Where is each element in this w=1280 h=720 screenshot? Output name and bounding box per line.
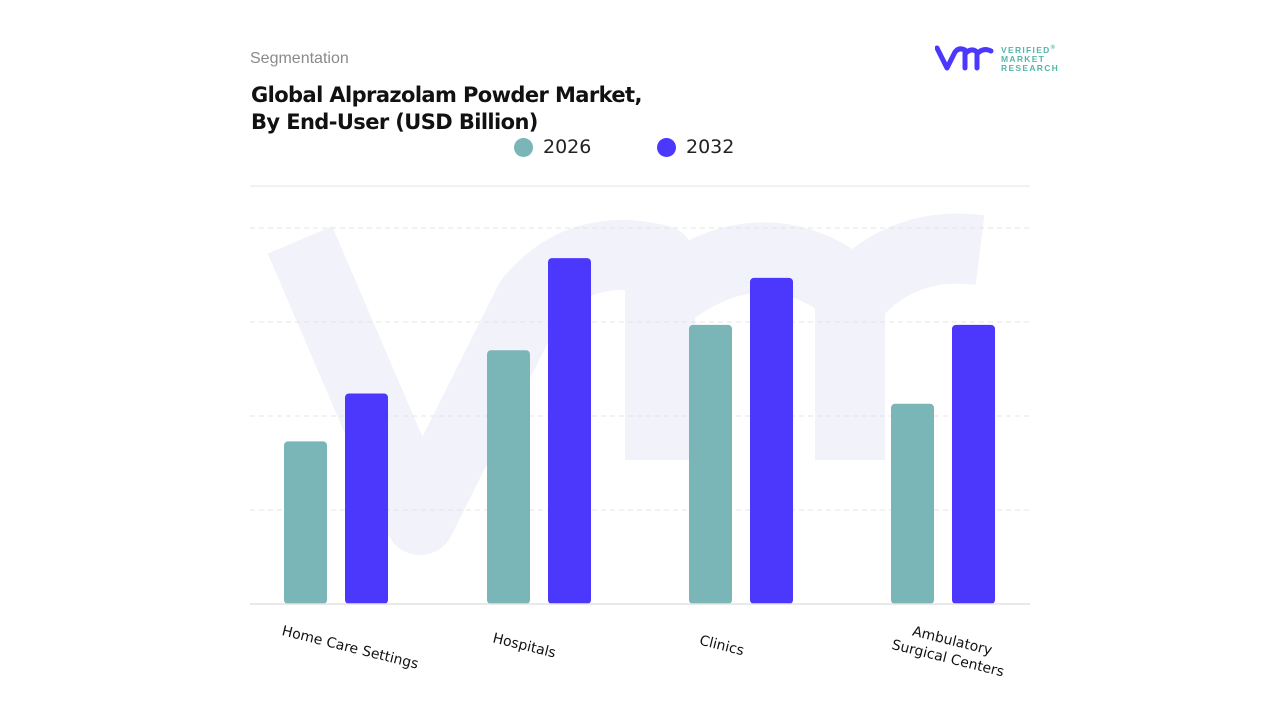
bars xyxy=(284,258,995,604)
segmentation-label: Segmentation xyxy=(250,50,349,67)
logo-line-2: MARKET xyxy=(1001,53,1046,64)
bar-2032-0 xyxy=(345,393,388,604)
title-line-1: Global Alprazolam Powder Market, xyxy=(251,83,642,107)
bar-2026-2 xyxy=(689,324,732,604)
legend-dot-2026 xyxy=(514,137,533,157)
logo-text: VERIFIED® MARKET RESEARCH xyxy=(1001,44,1059,73)
bar-2026-3 xyxy=(891,403,934,604)
vmr-logo-icon xyxy=(935,45,994,71)
legend-dot-2032 xyxy=(657,137,676,157)
watermark xyxy=(267,213,985,555)
bar-2032-3 xyxy=(952,324,995,604)
legend-item-2032: 2032 xyxy=(657,136,734,158)
logo-line-3: RESEARCH xyxy=(1001,62,1060,73)
logo-registered: ® xyxy=(1050,45,1057,51)
legend-label-2026: 2026 xyxy=(543,136,592,158)
bar-2026-0 xyxy=(284,441,327,604)
bar-2026-1 xyxy=(487,350,530,604)
verified-market-research-logo: VERIFIED® MARKET RESEARCH xyxy=(935,44,1059,73)
legend-label-2032: 2032 xyxy=(686,136,735,158)
legend-item-2026: 2026 xyxy=(514,136,591,158)
bar-2032-2 xyxy=(750,277,793,604)
chart-title: Global Alprazolam Powder Market, By End-… xyxy=(251,82,642,136)
bar-2032-1 xyxy=(548,258,591,604)
logo-line-1: VERIFIED xyxy=(1001,44,1051,55)
title-line-2: By End-User (USD Billion) xyxy=(251,110,538,134)
